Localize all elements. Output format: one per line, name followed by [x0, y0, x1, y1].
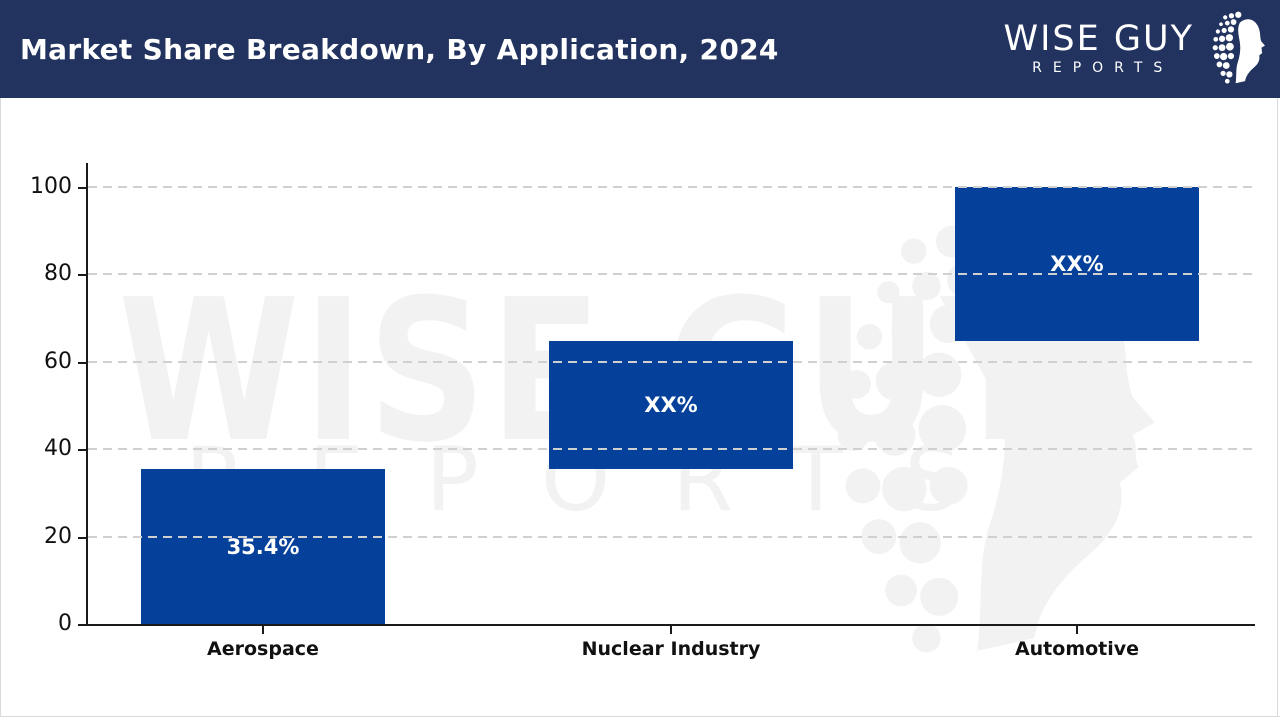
y-tick-mark: [78, 449, 86, 452]
y-tick-mark: [78, 361, 86, 364]
y-tick-mark: [78, 536, 86, 539]
y-axis: [86, 163, 88, 626]
gridline: [88, 448, 1255, 451]
frame-bottom-border: [0, 716, 1280, 717]
bar-automotive: XX%: [955, 187, 1199, 341]
page-title: Market Share Breakdown, By Application, …: [20, 32, 779, 66]
logo-wordmark-sub: REPORTS: [1032, 60, 1174, 76]
y-tick-mark: [78, 624, 86, 626]
gridline: [88, 360, 1255, 363]
logo-wordmark-main: WISE GUY: [1003, 19, 1194, 59]
gridline: [88, 535, 1255, 538]
x-tick-label: Nuclear Industry: [581, 638, 761, 660]
logo-wordmark: WISE GUY REPORTS: [1003, 19, 1194, 77]
x-tick-label: Automotive: [1014, 638, 1140, 660]
y-tick-mark: [78, 187, 86, 189]
bar-aerospace: 35.4%: [141, 469, 385, 624]
x-tick-mark: [1076, 626, 1078, 634]
header-bar: Market Share Breakdown, By Application, …: [0, 0, 1280, 98]
y-tick-label: 100: [30, 174, 72, 199]
brand-logo: WISE GUY REPORTS: [1003, 9, 1266, 89]
x-axis: [86, 624, 1255, 626]
y-tick-label: 60: [44, 348, 72, 374]
y-tick-label: 80: [44, 261, 72, 287]
x-tick-label: Aerospace: [207, 638, 319, 660]
gridline: [88, 186, 1255, 188]
y-tick-label: 20: [44, 523, 72, 549]
gridline: [88, 273, 1255, 276]
bar-value-label: 35.4%: [226, 534, 300, 559]
bar-value-label: XX%: [1050, 251, 1104, 276]
logo-dot-face-icon: [1212, 11, 1265, 84]
bar-value-label: XX%: [644, 393, 698, 418]
x-tick-mark: [670, 626, 672, 634]
frame-left-border: [0, 98, 1, 717]
y-tick-label: 40: [44, 436, 72, 462]
y-tick-mark: [78, 274, 86, 277]
frame-right-border: [1277, 98, 1278, 717]
x-tick-mark: [262, 626, 264, 634]
y-tick-label: 0: [58, 611, 72, 636]
